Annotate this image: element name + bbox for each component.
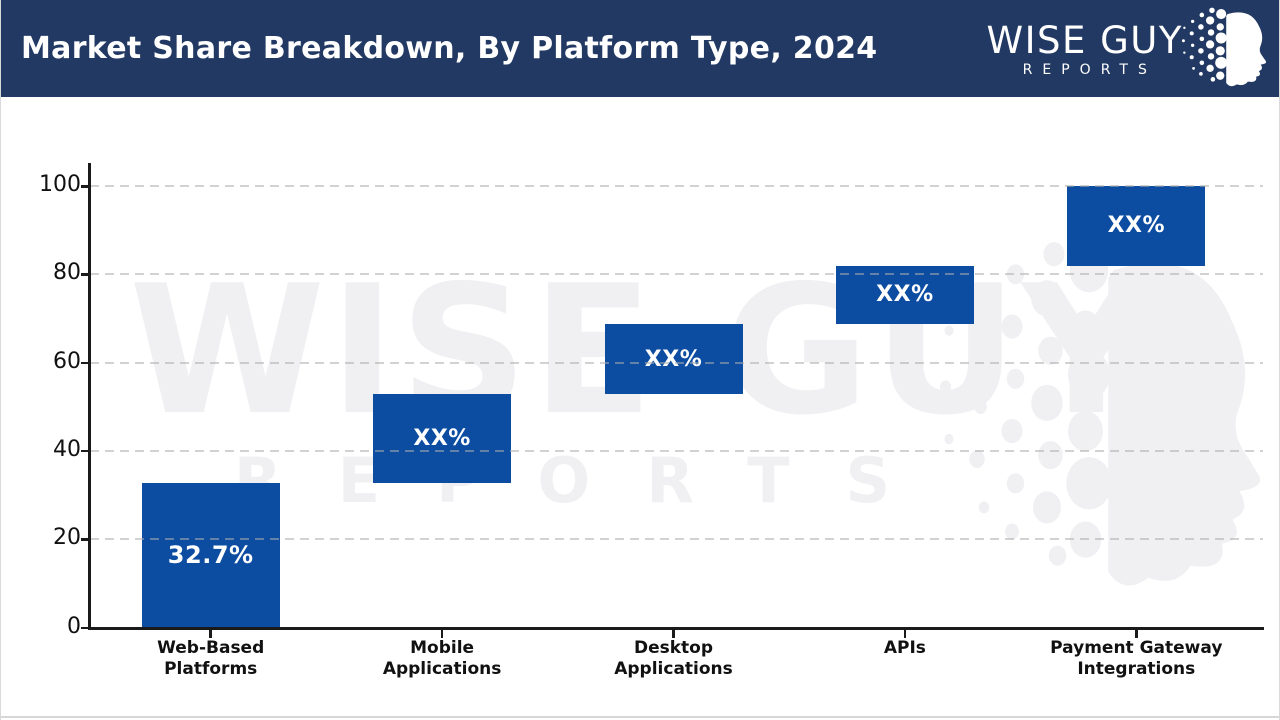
y-tick-mark [81,361,89,365]
y-tick-label: 60 [53,348,81,374]
logo-wordmark: WISE GUY [986,18,1183,62]
y-axis-line [88,163,91,630]
y-tick-label: 0 [67,613,81,639]
bar-value-label: XX% [1107,213,1166,239]
bar-value-label: 32.7% [167,541,254,570]
y-tick-mark [81,185,89,188]
gridline [90,185,1263,187]
x-axis-line [88,627,1264,630]
gridline [90,361,1263,364]
bar-web-based-platforms: 32.7% [141,483,280,628]
bar-mobile-applications: XX% [373,394,512,484]
y-tick-label: 40 [53,436,81,462]
bar-value-label: XX% [876,282,934,308]
x-tick-mark [209,630,212,638]
page-title: Market Share Breakdown, By Platform Type… [21,31,878,66]
gridline [90,449,1263,452]
bar-payment-gateway-integrations: XX% [1067,186,1206,266]
x-category-label: APIs [883,638,926,658]
y-tick-label: 80 [53,260,81,286]
bottom-divider [1,716,1279,718]
wise-guy-head-icon [1181,7,1267,87]
x-category-label: Mobile Applications [382,638,502,679]
x-category-label: Payment Gateway Integrations [1050,638,1223,679]
header-band: Market Share Breakdown, By Platform Type… [1,0,1279,97]
wise-guy-logo: WISE GUY REPORTS [987,4,1269,94]
bar-desktop-applications: XX% [604,323,743,395]
x-category-label: Web-Based Platforms [157,638,265,679]
x-tick-mark [1135,630,1138,638]
bar-value-label: XX% [413,426,471,452]
gridline [90,273,1263,276]
logo-text: WISE GUY REPORTS [986,18,1183,78]
y-tick-label: 20 [53,525,81,551]
x-tick-mark [672,630,675,638]
gridline [90,538,1263,541]
y-tick-mark [81,449,89,453]
y-tick-mark [81,626,89,629]
bar-value-label: XX% [644,346,703,372]
logo-subtitle: REPORTS [1022,61,1157,78]
bar-apis: XX% [835,265,974,324]
x-category-label: Desktop Applications [614,638,733,679]
y-tick-label: 100 [39,172,81,197]
x-tick-mark [903,630,907,638]
y-tick-mark [81,538,89,541]
x-tick-mark [440,630,444,638]
y-tick-mark [81,273,89,276]
